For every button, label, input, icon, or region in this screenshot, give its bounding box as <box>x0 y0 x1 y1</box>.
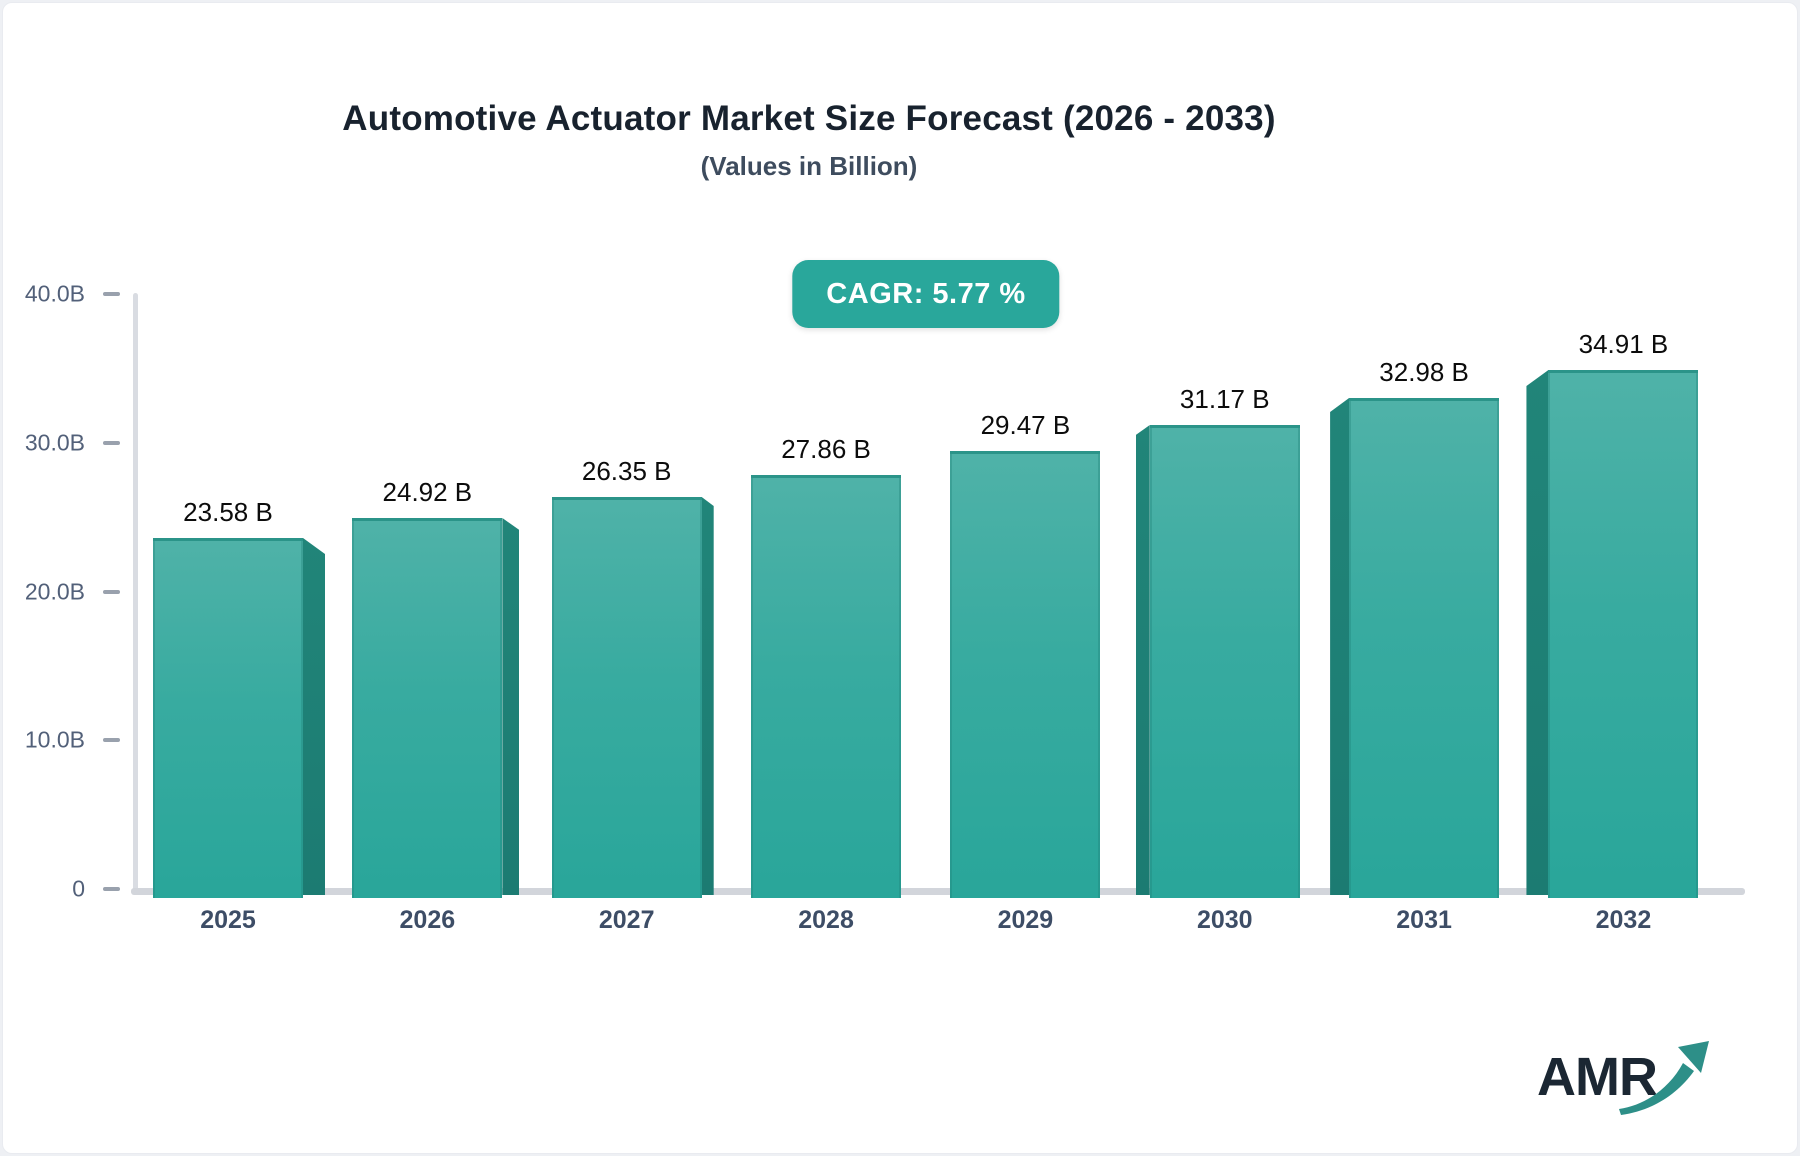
bar-3d-side-2030 <box>1135 425 1150 895</box>
x-axis-label-2027: 2027 <box>598 906 655 934</box>
x-axis-line <box>131 888 1745 895</box>
bar-2026 <box>352 518 503 898</box>
bar-2028 <box>751 475 902 898</box>
bar-value-label: 34.91 B <box>1578 329 1669 359</box>
y-axis-tick-mark <box>103 440 120 445</box>
bar-value-label: 31.17 B <box>1179 384 1270 414</box>
bar-3d-side-2032 <box>1526 370 1549 895</box>
x-axis-label-2032: 2032 <box>1595 906 1652 934</box>
bar-value-label: 27.86 B <box>781 434 871 464</box>
x-axis-label-2026: 2026 <box>399 906 456 934</box>
bar-2032 <box>1548 370 1699 898</box>
x-axis-label-2029: 2029 <box>997 906 1054 934</box>
y-axis-tick-label: 20.0B <box>24 578 85 604</box>
bar-2031 <box>1349 398 1500 898</box>
bar-3d-side-2031 <box>1330 398 1350 895</box>
y-axis-tick-label: 0 <box>72 875 85 902</box>
bar-2027 <box>551 497 702 898</box>
bar-value-label: 32.98 B <box>1379 357 1469 387</box>
chart-title: Automotive Actuator Market Size Forecast… <box>342 99 1276 138</box>
y-axis-tick-label: 30.0B <box>24 429 85 456</box>
bar-2030 <box>1149 425 1300 898</box>
bar-3d-side-2027 <box>701 497 714 895</box>
growth-arrow-icon <box>1619 1041 1709 1115</box>
y-axis-tick-mark <box>103 738 120 743</box>
x-axis-label-2031: 2031 <box>1396 906 1452 934</box>
bar-value-label: 29.47 B <box>980 410 1071 440</box>
amr-logo: AMR <box>1537 1041 1709 1115</box>
cagr-badge: CAGR: 5.77 % <box>792 260 1060 328</box>
cagr-badge-label: CAGR: 5.77 % <box>826 277 1026 310</box>
bar-2025 <box>153 538 303 898</box>
y-axis-tick-mark <box>103 887 120 891</box>
y-axis-tick-label: 10.0B <box>24 726 85 753</box>
bar-3d-side-2026 <box>502 518 520 895</box>
bar-3d-side-2025 <box>303 538 325 895</box>
x-axis-label-2030: 2030 <box>1196 906 1253 934</box>
y-axis-tick-mark <box>103 292 120 296</box>
chart-subtitle: (Values in Billion) <box>700 151 918 181</box>
logo-text: AMR <box>1537 1047 1657 1107</box>
x-axis-label-2028: 2028 <box>798 906 854 934</box>
y-axis-tick-label: 40.0B <box>24 280 85 307</box>
bar-2029 <box>950 451 1101 898</box>
x-axis-label-2025: 2025 <box>200 906 256 934</box>
y-axis-tick-mark <box>103 589 120 594</box>
bar-value-label: 23.58 B <box>183 497 273 527</box>
bar-value-label: 24.92 B <box>382 477 473 507</box>
bar-value-label: 26.35 B <box>581 456 672 486</box>
y-axis-line <box>133 293 138 892</box>
